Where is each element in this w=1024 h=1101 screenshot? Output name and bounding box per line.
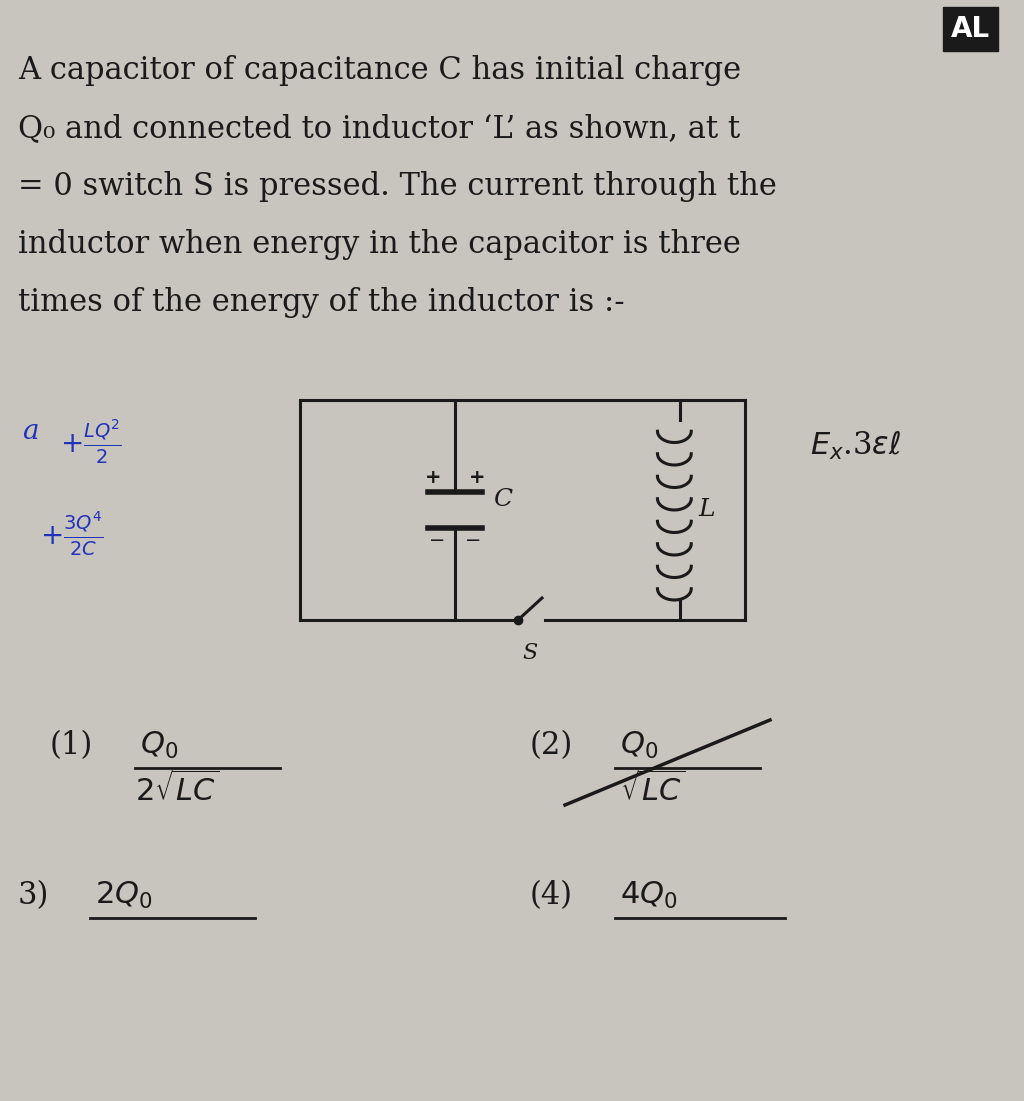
Text: A capacitor of capacitance C has initial charge: A capacitor of capacitance C has initial…: [18, 55, 741, 86]
Text: $+\frac{3Q^4}{2C}$: $+\frac{3Q^4}{2C}$: [40, 510, 103, 558]
Text: S: S: [522, 642, 538, 664]
Text: +: +: [425, 468, 441, 487]
Text: (1): (1): [50, 730, 93, 761]
Text: times of the energy of the inductor is :-: times of the energy of the inductor is :…: [18, 287, 625, 318]
Text: $4Q_0$: $4Q_0$: [620, 880, 678, 912]
Text: $2\sqrt{LC}$: $2\sqrt{LC}$: [135, 772, 219, 808]
Text: $\mathit{E}_{x}$.3$\varepsilon$$\ell$: $\mathit{E}_{x}$.3$\varepsilon$$\ell$: [810, 430, 901, 462]
Text: Q₀ and connected to inductor ‘L’ as shown, at t: Q₀ and connected to inductor ‘L’ as show…: [18, 113, 740, 144]
Text: (4): (4): [530, 880, 573, 911]
Text: a: a: [22, 418, 39, 445]
Text: C: C: [493, 489, 512, 512]
Text: $Q_0$: $Q_0$: [620, 730, 658, 761]
Text: $\sqrt{LC}$: $\sqrt{LC}$: [620, 772, 685, 808]
Text: −: −: [465, 531, 481, 550]
Text: $Q_0$: $Q_0$: [140, 730, 178, 761]
Text: inductor when energy in the capacitor is three: inductor when energy in the capacitor is…: [18, 229, 741, 260]
Text: $+\frac{LQ^2}{2}$: $+\frac{LQ^2}{2}$: [60, 418, 122, 467]
Text: −: −: [429, 531, 445, 550]
Text: = 0 switch S is pressed. The current through the: = 0 switch S is pressed. The current thr…: [18, 171, 777, 201]
Text: +: +: [469, 468, 485, 487]
Text: $2Q_0$: $2Q_0$: [95, 880, 153, 912]
Text: (2): (2): [530, 730, 573, 761]
Text: 3): 3): [18, 880, 49, 911]
Text: AL: AL: [951, 15, 990, 43]
Text: L: L: [698, 499, 715, 522]
